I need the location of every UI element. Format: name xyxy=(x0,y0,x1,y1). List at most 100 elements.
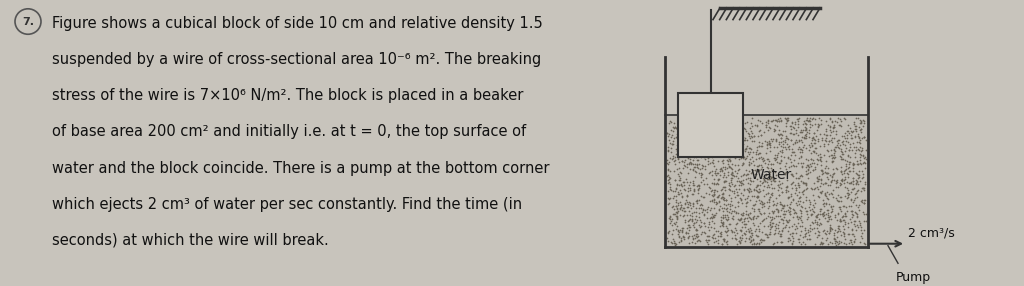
Point xyxy=(836,142,852,146)
Point xyxy=(760,235,776,240)
Point xyxy=(722,203,738,208)
Point xyxy=(707,141,723,145)
Point xyxy=(814,169,830,174)
Point xyxy=(782,153,799,158)
Point xyxy=(726,148,742,153)
Point xyxy=(751,208,767,213)
Point xyxy=(836,217,852,222)
Point xyxy=(674,229,690,233)
Point xyxy=(731,183,748,187)
Point xyxy=(840,192,856,197)
Point xyxy=(695,194,712,199)
Point xyxy=(782,192,799,196)
Point xyxy=(844,227,860,231)
Point xyxy=(823,130,840,134)
Point xyxy=(707,191,723,196)
Point xyxy=(686,189,702,194)
Point xyxy=(755,202,771,207)
Point xyxy=(843,197,859,201)
Point xyxy=(839,146,855,151)
Point xyxy=(823,209,840,213)
Point xyxy=(745,158,762,163)
Point xyxy=(807,231,823,236)
Point xyxy=(697,132,714,136)
Point xyxy=(741,240,758,244)
Point xyxy=(835,139,851,144)
Point xyxy=(838,205,854,210)
Point xyxy=(713,153,729,158)
Point xyxy=(817,138,834,143)
Point xyxy=(850,162,866,166)
Point xyxy=(754,200,770,204)
Point xyxy=(703,215,720,220)
Point xyxy=(722,187,738,192)
Point xyxy=(689,134,706,139)
Point xyxy=(765,221,781,225)
Point xyxy=(680,223,696,227)
Point xyxy=(798,198,814,202)
Point xyxy=(799,217,815,221)
Point xyxy=(726,209,742,214)
Point xyxy=(706,138,722,142)
Point xyxy=(711,206,727,211)
Point xyxy=(749,195,765,199)
Point xyxy=(722,155,738,159)
Point xyxy=(815,144,831,148)
Point xyxy=(732,211,749,216)
Point xyxy=(788,192,805,197)
Point xyxy=(755,176,771,180)
Point xyxy=(761,141,777,145)
Point xyxy=(816,210,833,214)
Point xyxy=(779,136,796,140)
Point xyxy=(743,194,760,199)
Point xyxy=(824,125,841,130)
Point xyxy=(762,214,778,219)
Point xyxy=(727,232,743,237)
Point xyxy=(783,173,800,177)
Point xyxy=(777,124,794,128)
Point xyxy=(673,237,689,242)
Point xyxy=(672,176,688,180)
Point xyxy=(719,233,735,237)
Point xyxy=(717,164,733,169)
Point xyxy=(777,167,794,171)
Point xyxy=(802,122,818,126)
Text: 2 cm³/s: 2 cm³/s xyxy=(908,227,954,240)
Point xyxy=(823,159,840,164)
Point xyxy=(790,226,806,231)
Point xyxy=(772,116,788,120)
Point xyxy=(828,198,845,203)
Point xyxy=(691,145,708,149)
Point xyxy=(821,225,838,230)
Point xyxy=(715,161,731,165)
Point xyxy=(699,151,716,156)
Point xyxy=(730,176,746,181)
Point xyxy=(776,211,793,216)
Point xyxy=(816,169,833,174)
Point xyxy=(801,236,817,241)
Point xyxy=(829,226,846,231)
Point xyxy=(688,147,705,151)
Point xyxy=(804,117,820,122)
Point xyxy=(844,232,860,237)
Point xyxy=(685,155,701,160)
Point xyxy=(814,181,830,186)
Point xyxy=(806,131,822,136)
Point xyxy=(856,156,872,160)
Point xyxy=(784,224,801,228)
Point xyxy=(720,162,736,166)
Point xyxy=(728,173,744,178)
Point xyxy=(701,208,718,212)
Point xyxy=(721,165,737,169)
Point xyxy=(818,171,835,175)
Point xyxy=(793,161,809,165)
Point xyxy=(731,156,748,161)
Point xyxy=(728,187,744,192)
Point xyxy=(845,179,861,184)
Point xyxy=(785,150,802,154)
Point xyxy=(820,215,837,219)
Point xyxy=(811,116,827,120)
Point xyxy=(735,178,752,183)
Point xyxy=(782,157,799,161)
Point xyxy=(823,156,840,160)
